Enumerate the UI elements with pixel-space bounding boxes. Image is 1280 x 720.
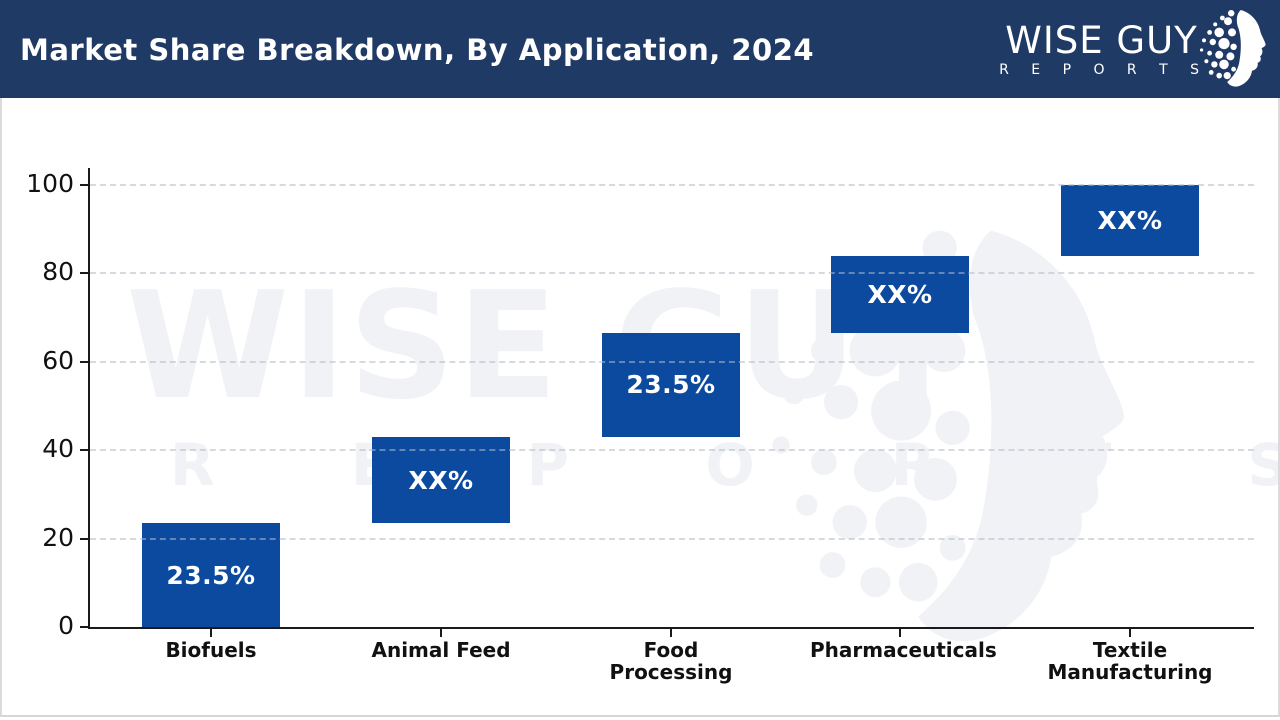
gridline (90, 272, 1254, 275)
x-tick (670, 629, 672, 637)
y-tick (80, 272, 88, 275)
x-axis-spine (88, 627, 1254, 629)
bar-value-label: XX% (1097, 205, 1163, 235)
y-tick (80, 537, 88, 540)
bar-value-label: 23.5% (626, 370, 716, 400)
x-label-pharmaceuticals: Pharmaceuticals (810, 638, 997, 662)
x-label-animal-feed: Animal Feed (371, 638, 511, 662)
left-edge-line (0, 98, 2, 717)
y-tick-label: 20 (42, 522, 74, 552)
wiseguy-logo: WISE GUY R E P O R T S (995, 6, 1272, 94)
y-tick (80, 626, 88, 628)
bar-value-label: XX% (867, 279, 933, 309)
x-label-textile-manufacturing: Textile Manufacturing (1047, 638, 1213, 685)
y-tick-label: 60 (42, 345, 74, 375)
gridline (90, 537, 1254, 540)
x-label-biofuels: Biofuels (165, 638, 257, 662)
y-tick (80, 184, 88, 186)
x-tick (1129, 629, 1131, 637)
logo-wordmark: WISE GUY (1005, 18, 1198, 62)
gridline (90, 449, 1254, 452)
logo-text: WISE GUY R E P O R T S (995, 18, 1208, 79)
y-tick (80, 360, 88, 363)
y-tick (80, 449, 88, 452)
page-title: Market Share Breakdown, By Application, … (20, 33, 815, 67)
header-bar: Market Share Breakdown, By Application, … (0, 0, 1280, 98)
head-profile-dots-icon (1200, 10, 1266, 87)
logo-subtext: R E P O R T S (999, 62, 1208, 79)
x-label-food-processing: Food Processing (609, 638, 733, 685)
bar-animal-feed: XX% (372, 436, 510, 524)
gridline (90, 184, 1254, 186)
bar-food-processing: 23.5% (602, 333, 740, 437)
bar-textile-manufacturing: XX% (1061, 185, 1199, 256)
x-tick (440, 629, 442, 637)
y-axis-spine (88, 168, 90, 629)
bar-value-label: 23.5% (166, 560, 256, 590)
bottom-edge-line (0, 715, 1280, 717)
y-tick-label: 40 (42, 434, 74, 464)
y-tick-label: 100 (26, 169, 74, 198)
y-tick-label: 80 (42, 257, 74, 287)
y-tick-label: 0 (58, 611, 74, 640)
right-edge-line (1278, 98, 1280, 717)
gridline (90, 360, 1254, 363)
bar-pharmaceuticals: XX% (831, 255, 969, 334)
bar-biofuels: 23.5% (142, 523, 280, 627)
x-tick (210, 629, 212, 637)
x-tick (899, 629, 901, 637)
bar-value-label: XX% (408, 465, 474, 495)
